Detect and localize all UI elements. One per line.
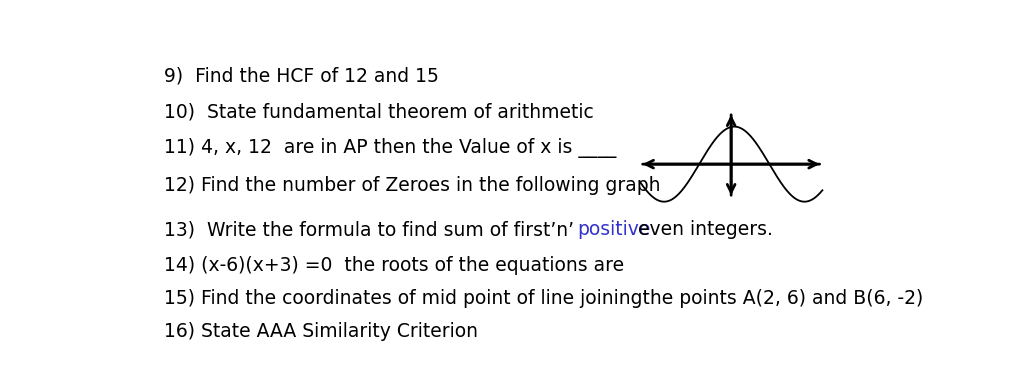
Text: 11) 4, x, 12  are in AP then the Value of x is ____: 11) 4, x, 12 are in AP then the Value of… (164, 138, 616, 158)
Text: 13)  Write the formula to find sum of first’n’: 13) Write the formula to find sum of fir… (164, 220, 580, 239)
Text: 10)  State fundamental theorem of arithmetic: 10) State fundamental theorem of arithme… (164, 103, 594, 122)
Text: 14) (x-6)(x+3) =0  the roots of the equations are: 14) (x-6)(x+3) =0 the roots of the equat… (164, 256, 624, 275)
Text: 9)  Find the HCF of 12 and 15: 9) Find the HCF of 12 and 15 (164, 67, 438, 86)
Text: positive: positive (578, 220, 650, 239)
Text: 16) State AAA Similarity Criterion: 16) State AAA Similarity Criterion (164, 322, 478, 341)
Text: even integers.: even integers. (632, 220, 773, 239)
Text: 15) Find the coordinates of mid point of line joiningthe points A(2, 6) and B(6,: 15) Find the coordinates of mid point of… (164, 289, 923, 308)
Text: 12) Find the number of Zeroes in the following graph: 12) Find the number of Zeroes in the fol… (164, 176, 660, 195)
